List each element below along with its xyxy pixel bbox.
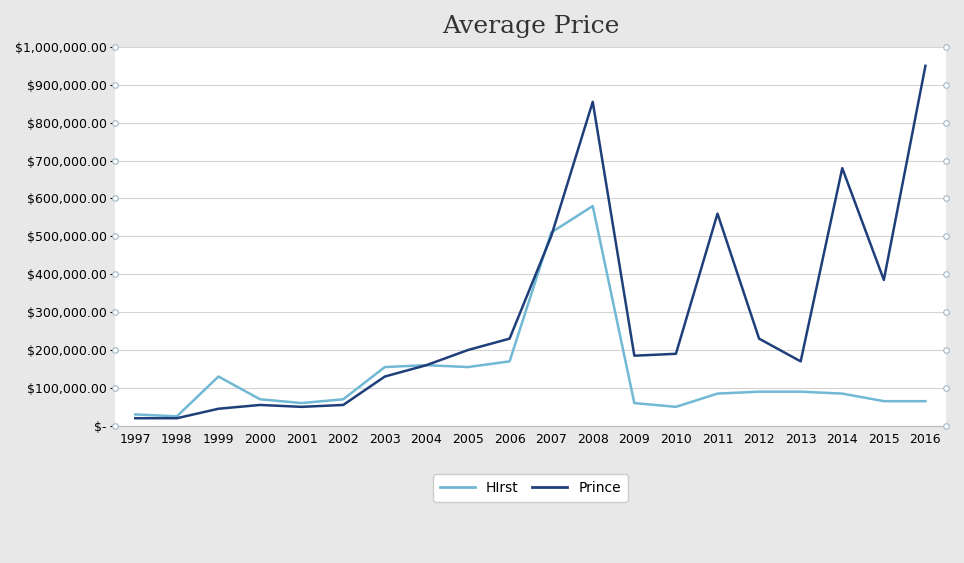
Prince: [129, 415, 141, 422]
HIrst: [129, 411, 141, 418]
Prince: [546, 233, 557, 240]
Prince: [670, 350, 682, 357]
Prince: [711, 210, 723, 217]
Prince: [587, 99, 599, 105]
Line: Prince: Prince: [135, 66, 925, 418]
Prince: [171, 415, 182, 422]
Prince: [379, 373, 390, 380]
HIrst: [878, 398, 890, 405]
HIrst: [462, 364, 473, 370]
Prince: [296, 404, 308, 410]
HIrst: [629, 400, 640, 406]
Prince: [254, 401, 266, 408]
HIrst: [296, 400, 308, 406]
HIrst: [587, 203, 599, 209]
HIrst: [795, 388, 807, 395]
HIrst: [504, 358, 516, 365]
HIrst: [213, 373, 225, 380]
Prince: [462, 347, 473, 354]
Legend: HIrst, Prince: HIrst, Prince: [433, 474, 628, 502]
Prince: [629, 352, 640, 359]
HIrst: [753, 388, 764, 395]
HIrst: [837, 390, 848, 397]
Prince: [504, 335, 516, 342]
HIrst: [546, 229, 557, 236]
Prince: [337, 401, 349, 408]
HIrst: [420, 362, 432, 369]
HIrst: [670, 404, 682, 410]
Prince: [213, 405, 225, 412]
Prince: [420, 362, 432, 369]
Line: HIrst: HIrst: [135, 206, 925, 416]
Prince: [920, 62, 931, 69]
HIrst: [711, 390, 723, 397]
Prince: [795, 358, 807, 365]
Title: Average Price: Average Price: [442, 15, 619, 38]
Prince: [837, 165, 848, 172]
HIrst: [337, 396, 349, 403]
HIrst: [920, 398, 931, 405]
HIrst: [171, 413, 182, 419]
Prince: [878, 276, 890, 283]
Prince: [753, 335, 764, 342]
HIrst: [379, 364, 390, 370]
HIrst: [254, 396, 266, 403]
